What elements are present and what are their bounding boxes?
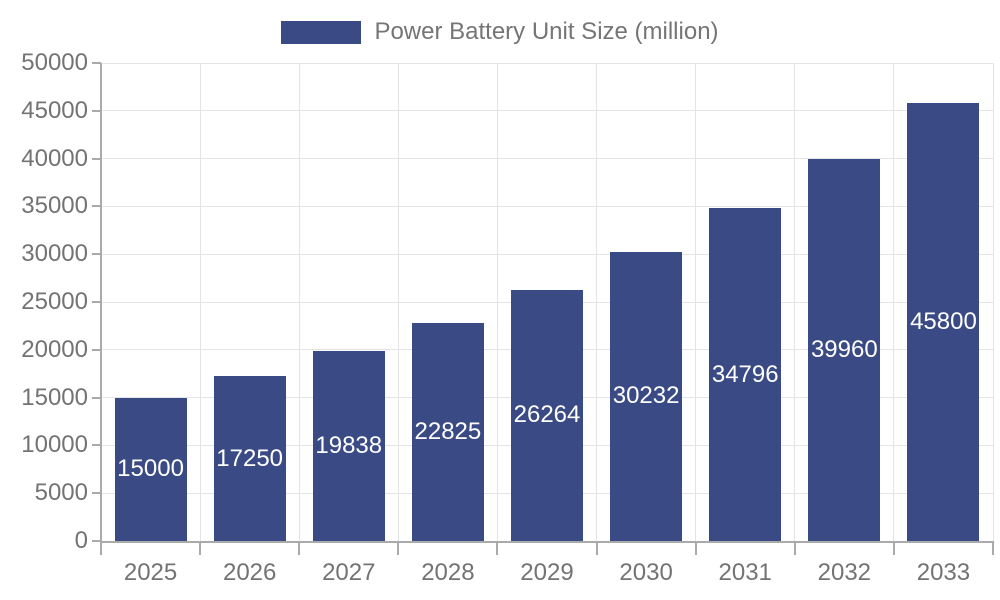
y-tick-label: 45000	[21, 96, 88, 124]
y-tick-label: 30000	[21, 240, 88, 268]
x-tick-label: 2026	[222, 559, 277, 586]
y-gridline	[101, 110, 993, 112]
bar[interactable]: 22825	[411, 322, 484, 541]
x-axis-tick	[397, 541, 400, 555]
x-tick-label: 2030	[619, 559, 673, 586]
y-gridline	[101, 253, 993, 255]
y-axis-tick	[92, 348, 101, 351]
y-axis-tick	[92, 492, 101, 495]
bar-value-label: 15000	[117, 455, 184, 483]
x-gridline	[298, 63, 300, 541]
y-tick-label: 5000	[34, 479, 88, 507]
x-axis-tick	[199, 541, 202, 555]
x-tick-label: 2031	[718, 559, 772, 586]
y-gridline	[101, 158, 993, 160]
y-tick-label: 25000	[21, 288, 88, 315]
x-axis-tick	[793, 541, 796, 555]
x-tick-label: 2032	[817, 559, 872, 586]
bar-value-label: 17250	[216, 444, 284, 472]
bar[interactable]: 17250	[213, 376, 286, 541]
y-axis-line	[100, 63, 102, 555]
bar[interactable]: 19838	[312, 351, 385, 541]
x-tick-label: 2027	[322, 559, 376, 586]
x-tick-label: 2028	[421, 559, 475, 586]
bar[interactable]: 45800	[907, 103, 980, 541]
x-gridline	[397, 63, 399, 541]
x-gridline	[695, 63, 697, 541]
bar-value-label: 19838	[315, 432, 383, 460]
y-tick-label: 10000	[21, 431, 88, 459]
x-tick-label: 2025	[123, 559, 178, 586]
y-tick-label: 50000	[21, 49, 88, 76]
x-gridline	[496, 63, 498, 541]
x-axis-tick	[892, 541, 895, 555]
plot-area: 0 5000 10000 15000 20000 25000 30000 35000 40000…	[21, 49, 994, 586]
bar[interactable]: 26264	[511, 289, 583, 541]
x-gridline	[794, 63, 796, 541]
y-axis-tick	[92, 109, 101, 112]
bar-value-label: 26264	[513, 401, 581, 429]
y-tick-label: 15000	[21, 383, 88, 411]
bar[interactable]: 34796	[709, 208, 782, 541]
x-gridline	[992, 63, 994, 541]
y-axis-tick	[92, 253, 101, 256]
bar-value-label: 34796	[711, 360, 779, 388]
x-axis-tick	[496, 541, 499, 555]
x-axis-tick	[595, 541, 598, 555]
x-axis-line	[101, 541, 993, 543]
x-tick-label: 2029	[520, 559, 574, 586]
bar[interactable]: 15000	[114, 397, 187, 541]
y-gridline	[101, 205, 993, 207]
bar[interactable]: 30232	[610, 251, 683, 541]
y-gridline	[101, 62, 993, 64]
y-tick-label: 20000	[21, 335, 88, 363]
y-tick-label: 0	[74, 527, 88, 554]
x-axis-tick	[694, 541, 697, 555]
x-gridline	[199, 63, 201, 541]
x-axis-tick	[992, 541, 994, 555]
x-axis-tick	[298, 541, 301, 555]
y-axis-tick	[92, 157, 101, 160]
y-axis-tick	[92, 205, 101, 208]
y-tick-label: 40000	[21, 144, 88, 172]
x-gridline	[893, 63, 895, 541]
bar-value-label: 39960	[810, 335, 878, 363]
bar-value-label: 45800	[910, 308, 977, 336]
chart-legend[interactable]: Power Battery Unit Size (million)	[0, 18, 1000, 46]
y-axis-tick	[92, 444, 101, 447]
legend-label: Power Battery Unit Size (million)	[374, 18, 719, 45]
bar-value-label: 22825	[414, 417, 482, 445]
x-gridline	[596, 63, 598, 541]
x-tick-label: 2033	[916, 559, 971, 586]
y-axis-tick	[92, 540, 101, 542]
legend-swatch-icon	[281, 20, 362, 44]
bar-value-label: 30232	[612, 382, 680, 410]
y-axis-tick	[92, 62, 101, 64]
bar[interactable]: 39960	[808, 158, 881, 541]
y-axis-tick	[92, 396, 101, 399]
y-axis-tick	[92, 301, 101, 303]
y-tick-label: 35000	[21, 192, 88, 220]
